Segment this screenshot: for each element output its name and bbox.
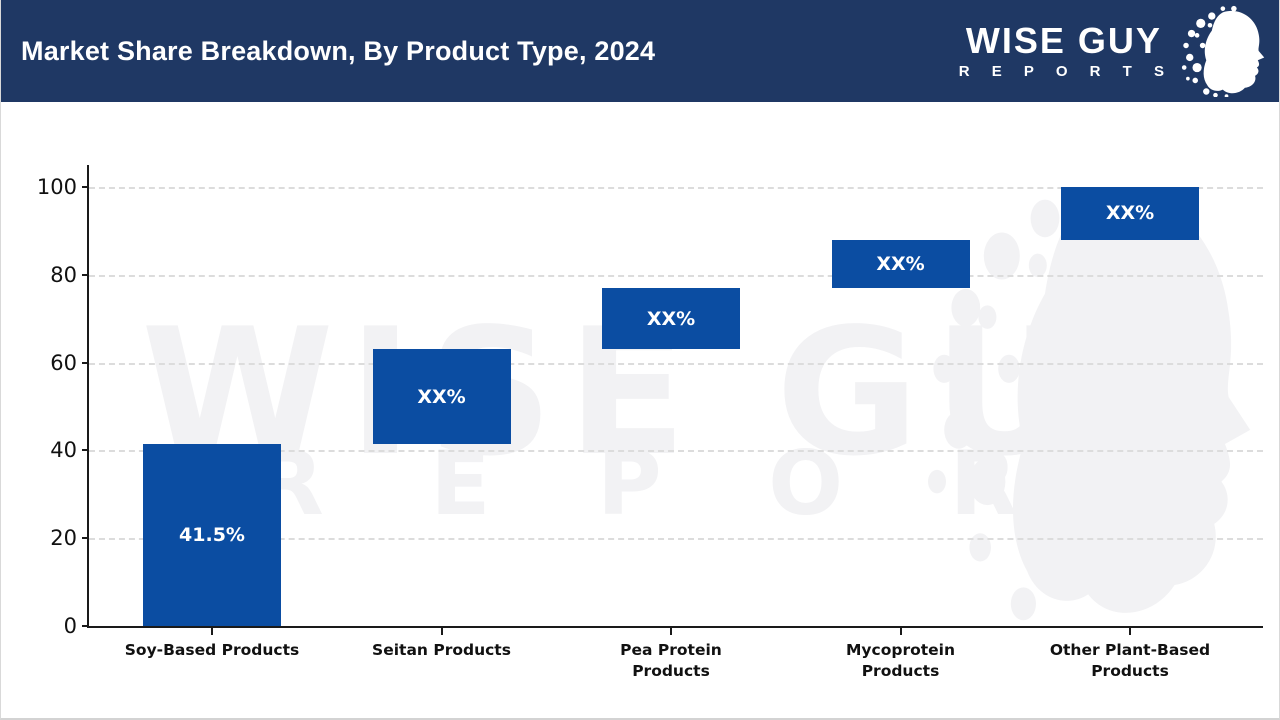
bar-other-plant-based-products: XX% [1061, 187, 1199, 240]
x-axis-line [87, 626, 1263, 628]
page-title: Market Share Breakdown, By Product Type,… [21, 35, 656, 66]
chart-area: WISE GUY R E P O R T S 0 20 40 60 80 100 41.5%… [1, 102, 1279, 718]
bar-value-label: XX% [876, 252, 925, 275]
x-category-label: Pea Protein Products [620, 641, 722, 680]
gridline-60 [89, 362, 1263, 365]
y-tick-mark [82, 537, 89, 540]
y-tick-label: 0 [63, 614, 77, 638]
y-tick-label: 100 [36, 175, 77, 199]
gridline-40 [89, 450, 1263, 453]
logo-text: WISE GUY R E P O R T S [955, 20, 1173, 80]
bar-seitan-products: XX% [372, 349, 511, 444]
x-category-label: Soy-Based Products [124, 641, 300, 659]
y-axis-line [87, 165, 89, 628]
bar-value-label: XX% [1105, 202, 1155, 225]
wiseguy-logo: WISE GUY R E P O R T S [955, 5, 1267, 97]
y-tick-label: 60 [50, 350, 77, 375]
y-tick-label: 80 [50, 262, 77, 287]
x-tick-mark [1129, 628, 1131, 635]
x-tick-mark [211, 628, 213, 635]
x-category-label: Other Plant-Based Products [1049, 641, 1211, 680]
bar-value-label: 41.5% [179, 523, 245, 546]
logo-wordmark: WISE GUY [965, 20, 1162, 61]
y-tick-label: 40 [50, 438, 77, 463]
y-tick-mark [82, 625, 89, 627]
y-tick-mark [82, 449, 89, 452]
header-band: Market Share Breakdown, By Product Type,… [1, 0, 1279, 102]
bar-pea-protein-products: XX% [602, 287, 740, 350]
x-tick-mark [670, 628, 672, 635]
bar-mycoprotein-products: XX% [831, 239, 970, 288]
gridline-20 [89, 538, 1263, 541]
watermark-face-icon [928, 192, 1251, 621]
x-tick-mark [899, 628, 902, 635]
bar-value-label: XX% [417, 385, 466, 408]
bar-soy-based-products: 41.5% [143, 443, 281, 626]
y-tick-label: 20 [50, 526, 77, 551]
wiseguy-face-icon [1181, 5, 1265, 97]
gridline-80 [89, 274, 1263, 277]
logo-subtitle: R E P O R T S [958, 63, 1173, 80]
x-category-label: Mycoprotein Products [845, 641, 956, 680]
x-tick-mark [440, 628, 443, 635]
gridline-100 [89, 187, 1263, 189]
y-tick-mark [82, 273, 89, 276]
bar-value-label: XX% [646, 307, 696, 330]
y-tick-mark [82, 361, 89, 364]
x-category-label: Seitan Products [372, 641, 511, 659]
y-tick-mark [82, 186, 89, 188]
